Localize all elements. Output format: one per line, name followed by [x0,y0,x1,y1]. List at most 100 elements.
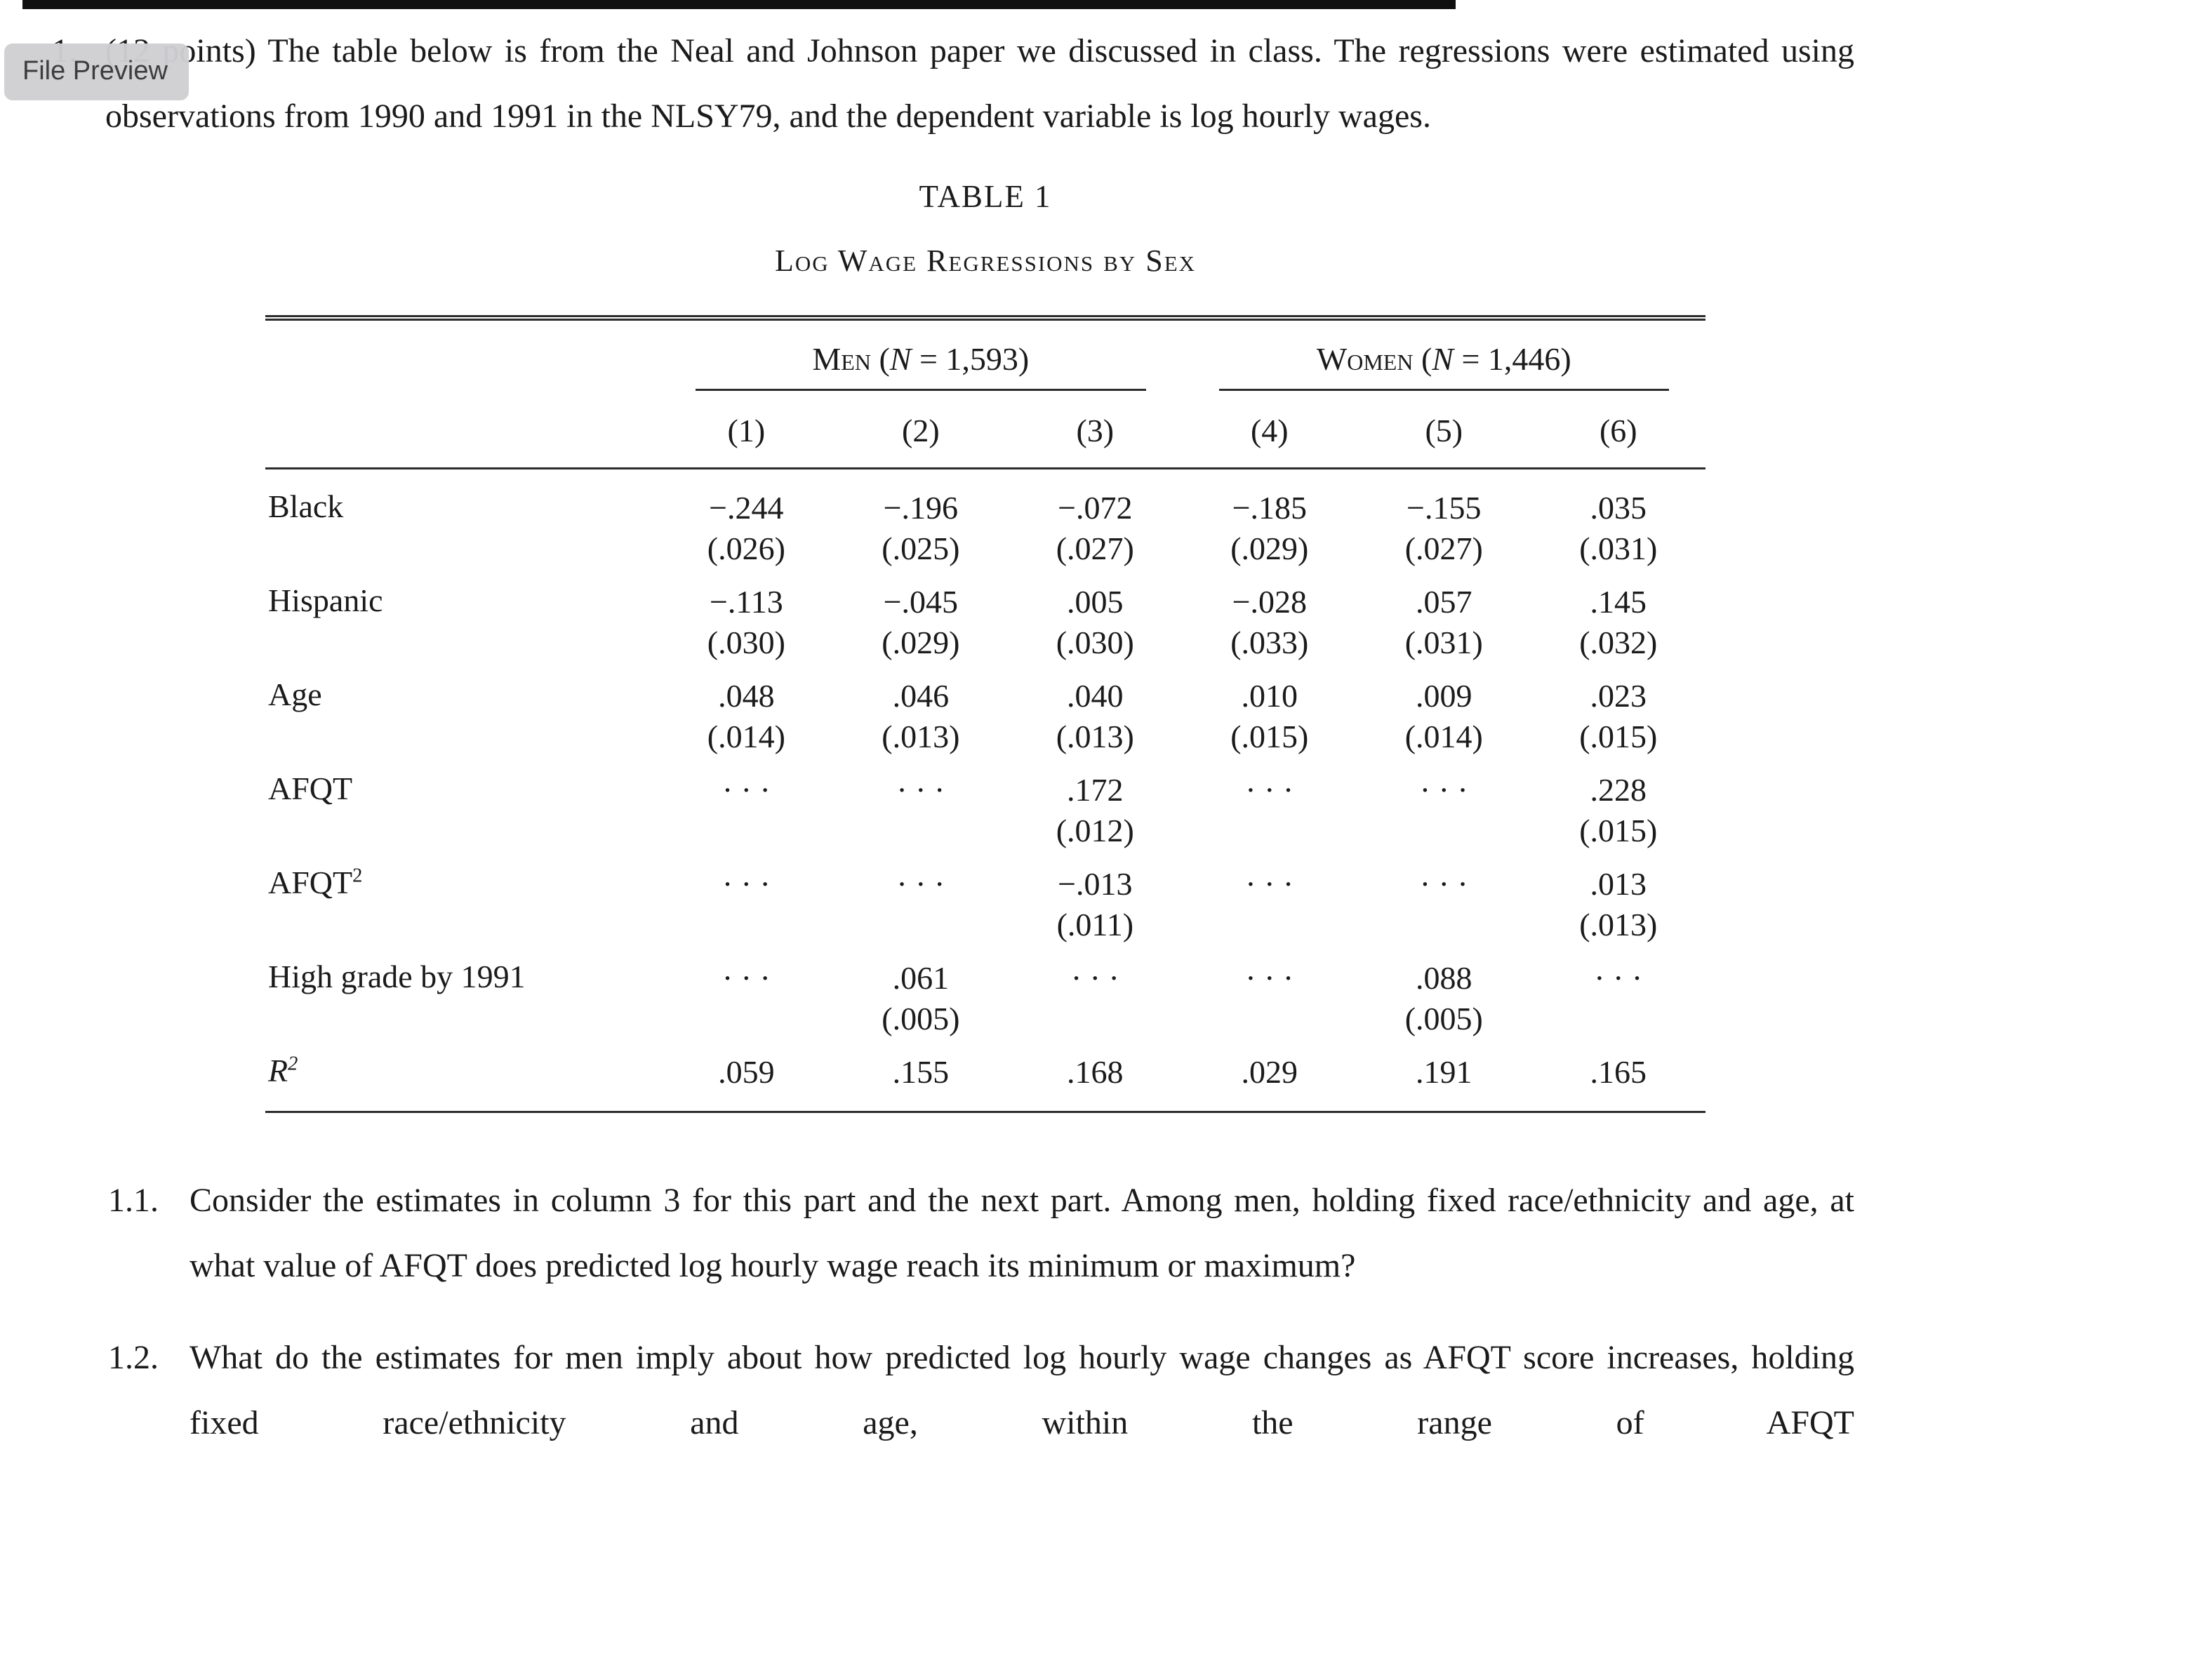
coefficient-cell: · · · [1183,860,1357,954]
coefficient-value: · · · [1245,960,1294,996]
coefficient-cell: −.244 (.026) [659,469,833,578]
standard-error: (.014) [707,719,785,754]
coefficient-value: .088 [1416,960,1472,996]
coefficient-value: · · · [722,960,771,996]
table-title: TABLE 1 [919,179,1052,214]
table-row: R2 .059 .155 .168 .029 .191 .165 [265,1048,1705,1112]
coefficient-cell: .046 (.013) [834,672,1008,766]
question-number: 1.2. [108,1339,159,1376]
empty-header-cell [265,391,660,469]
regression-table: TABLE 1 Log Wage Regressions by Sex Men … [265,178,1705,1113]
coefficient-value: −.045 [883,584,959,620]
coefficient-value: · · · [1594,960,1643,996]
coefficient-cell: .009 (.014) [1357,672,1531,766]
men-sample-size: = 1,593) [911,341,1030,377]
coefficient-cell: · · · [834,860,1008,954]
standard-error: (.012) [1056,813,1134,848]
coefficient-cell: .059 [659,1048,833,1112]
table-row: Age .048 (.014) .046 (.013) .040 (.013) .010 (.0… [265,672,1705,766]
standard-error: (.026) [707,531,785,566]
document-page: 1. (12 points) The table below is from t… [52,18,1854,1455]
coefficient-cell: −.045 (.029) [834,578,1008,672]
table-row: AFQT2 · · · · · · −.013 (.011) · · · · · · .013… [265,860,1705,954]
column-number: (6) [1531,391,1705,469]
standard-error: (.027) [1404,531,1483,566]
question-number: 1.1. [108,1182,159,1219]
standard-error: (.029) [882,625,960,660]
standard-error: (.011) [1056,907,1134,942]
coefficient-value: .228 [1590,772,1647,808]
coefficient-value: · · · [1419,772,1468,808]
standard-error: (.013) [1579,907,1658,942]
coefficient-cell: · · · [659,860,833,954]
standard-error: (.030) [1056,625,1134,660]
coefficient-cell: .172 (.012) [1008,766,1182,860]
question-1-1: 1.1. Consider the estimates in column 3 … [105,1168,1854,1298]
coefficient-cell: −.113 (.030) [659,578,833,672]
coefficient-value: · · · [1070,960,1119,996]
standard-error: (.031) [1404,625,1483,660]
coefficient-cell: −.072 (.027) [1008,469,1182,578]
coefficient-value: · · · [1419,866,1468,902]
coefficient-value: −.185 [1232,490,1308,526]
coefficient-value: · · · [722,866,771,902]
standard-error: (.013) [1056,719,1134,754]
row-label: AFQT [268,771,353,806]
coefficient-cell: −.196 (.025) [834,469,1008,578]
coefficient-cell: .165 [1531,1048,1705,1112]
standard-error: (.005) [882,1001,960,1036]
women-group-header: Women (N = 1,446) [1183,318,1705,391]
coefficient-cell: .228 (.015) [1531,766,1705,860]
coefficient-value: .145 [1590,584,1647,620]
coefficient-cell: .035 (.031) [1531,469,1705,578]
coefficient-cell: .191 [1357,1048,1531,1112]
coefficient-value: .046 [892,678,950,714]
standard-error: (.015) [1579,719,1658,754]
column-number: (5) [1357,391,1531,469]
empty-header-cell [265,318,659,391]
women-label: Women [1316,341,1414,377]
coefficient-cell: · · · [1531,954,1705,1048]
row-label: High grade by 1991 [268,959,526,994]
paren: ( [870,341,890,377]
column-number: (3) [1008,391,1183,469]
coefficient-value: −.028 [1232,584,1308,620]
women-sample-size: = 1,446) [1453,341,1571,377]
standard-error: (.015) [1230,719,1309,754]
coefficient-cell: .013 (.013) [1531,860,1705,954]
coefficient-cell: −.185 (.029) [1183,469,1357,578]
standard-error: (.027) [1056,531,1134,566]
coefficient-cell: .040 (.013) [1008,672,1182,766]
coefficient-cell: .088 (.005) [1357,954,1531,1048]
coefficient-value: .040 [1067,678,1124,714]
paren: ( [1413,341,1432,377]
coefficient-cell: .145 (.032) [1531,578,1705,672]
row-label: Age [268,676,322,712]
standard-error: (.029) [1230,531,1309,566]
table-row: Black −.244 (.026) −.196 (.025) −.072 (.027) −.… [265,469,1705,578]
standard-error: (.005) [1404,1001,1483,1036]
coefficient-value: .013 [1590,866,1647,902]
coefficient-cell: · · · [1183,766,1357,860]
coefficient-value: .168 [1067,1054,1124,1090]
problem-intro-text: (12 points) The table below is from the … [105,32,1854,135]
coefficient-cell: .029 [1183,1048,1357,1112]
coefficient-value: · · · [896,772,945,808]
coefficient-cell: · · · [659,766,833,860]
coefficient-cell: · · · [1183,954,1357,1048]
column-number: (2) [833,391,1009,469]
coefficient-value: .155 [892,1054,950,1090]
coefficient-value: .005 [1067,584,1124,620]
table-row: Hispanic −.113 (.030) −.045 (.029) .005 (.030)… [265,578,1705,672]
coefficient-value: .061 [892,960,950,996]
coefficient-value: .057 [1416,584,1472,620]
coefficient-value: −.013 [1058,866,1133,902]
table-row: High grade by 1991 · · · .061 (.005) · · · · … [265,954,1705,1048]
log-wage-regressions-table: Men (N = 1,593) Women (N = 1,446) (1) (2… [265,315,1705,1113]
coefficient-cell: .057 (.031) [1357,578,1531,672]
row-label: AFQT2 [268,865,363,900]
column-number: (1) [659,391,834,469]
standard-error: (.031) [1579,531,1658,566]
coefficient-value: .048 [718,678,775,714]
coefficient-value: .191 [1416,1054,1472,1090]
